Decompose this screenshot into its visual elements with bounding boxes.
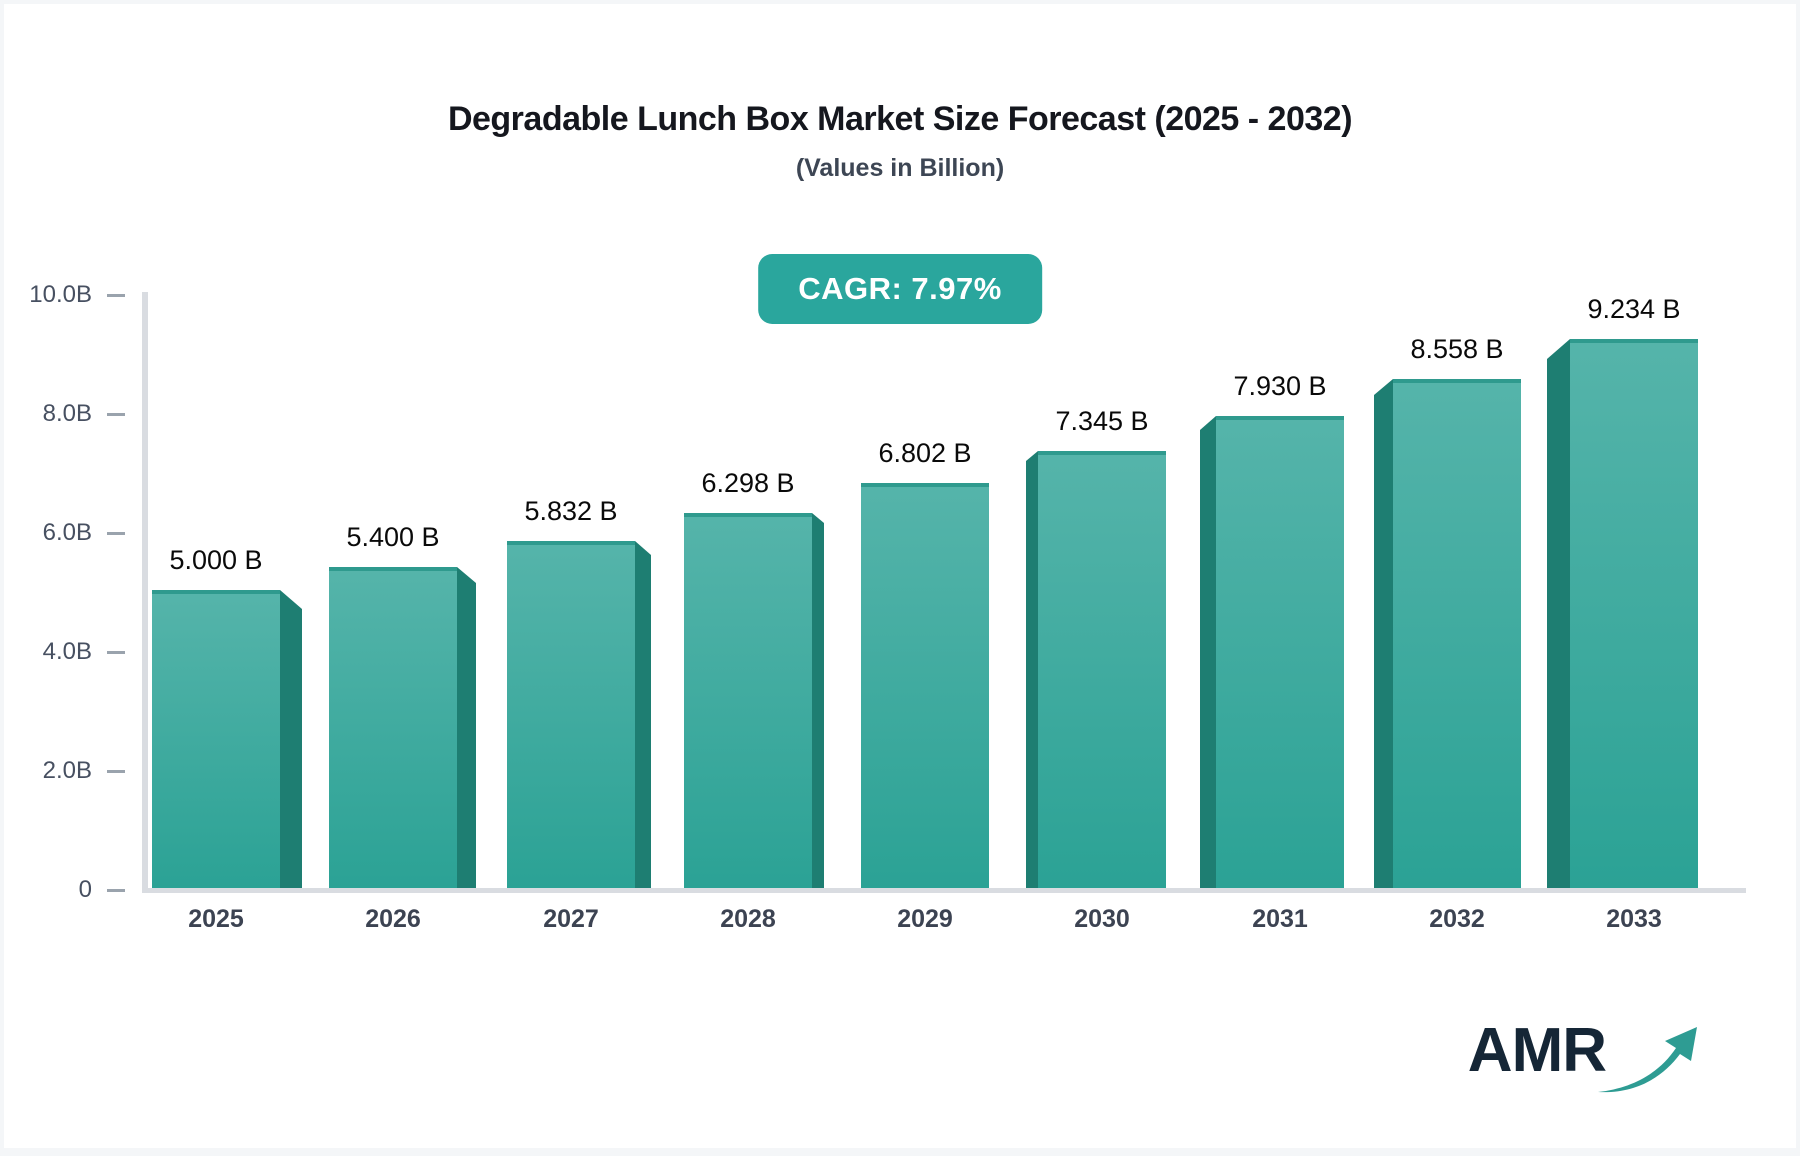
chart-subtitle: (Values in Billion) [795, 154, 1005, 182]
x-axis-label-2029: 2029 [897, 905, 953, 933]
x-axis-line [142, 888, 1746, 893]
bar-value-label-2032: 8.558 B [1410, 334, 1504, 364]
bar-2025 [152, 590, 280, 888]
bar-value-label-2026: 5.400 B [346, 522, 440, 552]
bar-side-2030 [1026, 451, 1038, 888]
x-axis-label-2032: 2032 [1429, 905, 1485, 933]
growth-arrow-icon [1598, 1027, 1697, 1093]
bar-side-2031 [1200, 416, 1216, 888]
bar-2027 [507, 541, 635, 888]
y-axis-tick-label: 8.0B [42, 400, 92, 427]
y-axis-tick-label: 10.0B [29, 281, 92, 308]
bar-value-label-2028: 6.298 B [701, 468, 795, 498]
amr-logo-text: AMR [1467, 1016, 1607, 1085]
bar-value-label-2025: 5.000 B [169, 545, 263, 575]
bar-chart-plot: 0 2.0B 4.0B 6.0B 8.0B 10.0B 5.000 B 2025 5.400 B… [4, 4, 1796, 1148]
bar-2029 [861, 483, 989, 888]
y-axis-tick-label: 4.0B [42, 638, 92, 665]
y-axis-tick-mark [107, 294, 125, 297]
x-axis-label-2025: 2025 [188, 905, 244, 933]
bar-2028 [684, 513, 812, 888]
bar-2031 [1216, 416, 1344, 888]
bar-2033 [1570, 339, 1698, 888]
y-axis-tick-mark [107, 770, 125, 773]
y-axis-tick-label: 0 [78, 876, 92, 903]
bar-value-label-2030: 7.345 B [1055, 406, 1149, 436]
bar-side-2025 [280, 590, 302, 888]
y-axis-tick-label: 6.0B [42, 519, 92, 546]
y-axis-line [142, 292, 148, 888]
x-axis-label-2028: 2028 [720, 905, 776, 933]
x-axis-label-2031: 2031 [1252, 905, 1308, 933]
x-axis-label-2026: 2026 [365, 905, 421, 933]
y-axis-tick-mark [107, 651, 125, 654]
x-axis-label-2030: 2030 [1074, 905, 1130, 933]
x-axis-label-2033: 2033 [1606, 905, 1662, 933]
bar-value-label-2031: 7.930 B [1233, 371, 1327, 401]
bar-value-label-2033: 9.234 B [1587, 294, 1681, 324]
bar-2032 [1393, 379, 1521, 888]
y-axis-tick-mark [107, 532, 125, 535]
y-axis-tick-mark [107, 889, 125, 892]
bar-side-2027 [635, 541, 651, 888]
amr-logo: AMR [1468, 1020, 1700, 1102]
y-axis-tick-label: 2.0B [42, 757, 92, 784]
y-axis-tick-mark [107, 413, 125, 416]
x-axis-label-2027: 2027 [543, 905, 599, 933]
bar-side-2032 [1374, 379, 1393, 888]
bar-2026 [329, 567, 457, 888]
chart-card: Degradable Lunch Box Market Size Forecas… [4, 4, 1796, 1148]
bar-2030 [1038, 451, 1166, 888]
bar-side-2028 [812, 513, 824, 888]
bar-value-label-2029: 6.802 B [878, 438, 972, 468]
bar-value-label-2027: 5.832 B [524, 496, 618, 526]
bar-side-2026 [457, 567, 476, 888]
chart-title: Degradable Lunch Box Market Size Forecas… [447, 100, 1353, 138]
cagr-badge: CAGR: 7.97% [758, 254, 1042, 324]
bar-side-2033 [1547, 339, 1570, 888]
